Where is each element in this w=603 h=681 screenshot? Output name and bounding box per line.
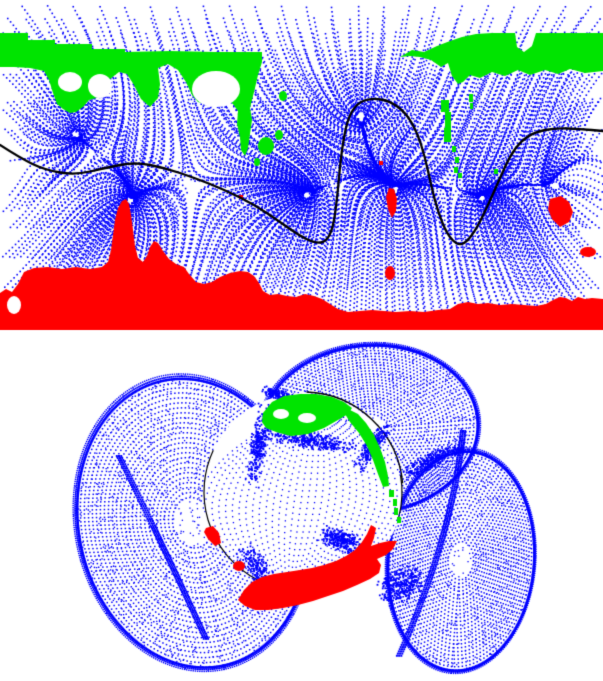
- map-panel-canvas: [0, 0, 603, 334]
- projection-panel-canvas: [0, 334, 603, 681]
